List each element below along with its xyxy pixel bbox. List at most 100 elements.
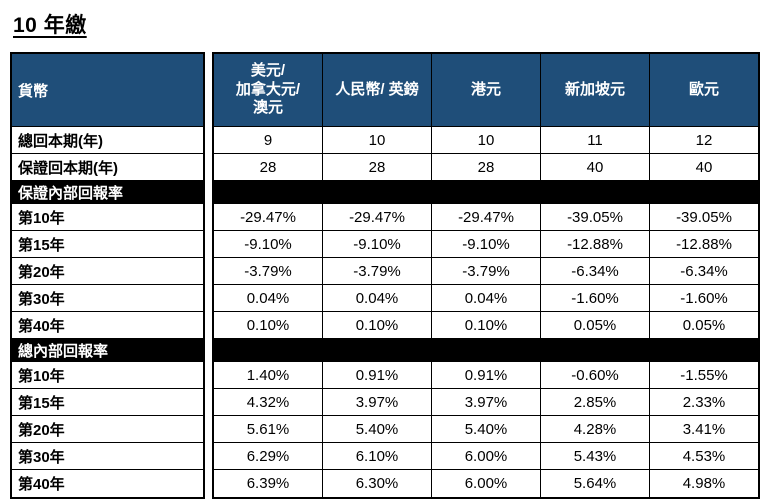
section-band-fill [214,339,758,361]
table-cell: -0.60% [541,362,650,388]
section-label-guaranteed-irr: 保證內部回報率 [12,181,203,204]
table-cell: 6.00% [432,443,541,469]
table-row: -3.79% -3.79% -3.79% -6.34% -6.34% [214,258,758,285]
table-cell: -12.88% [541,231,650,257]
row-label: 保證回本期(年) [12,154,203,181]
row-label: 第20年 [12,258,203,285]
table-cell: -39.05% [676,208,732,226]
row-label: 第20年 [12,416,203,443]
table-cell: -6.34% [541,258,650,284]
table-cell: -9.10% [214,231,323,257]
table-cell: -1.60% [680,289,728,307]
table-cell: 0.05% [541,312,650,338]
section-band-fill [214,181,758,203]
table-row: 0.04% 0.04% 0.04% -1.60% -1.60% [214,285,758,312]
table-row: 4.32% 3.97% 3.97% 2.85% 2.33% [214,389,758,416]
row-label: 第40年 [18,476,65,493]
table-cell: 40 [695,158,713,176]
table-row: 1.40% 0.91% 0.91% -0.60% -1.55% [214,362,758,389]
table-cell: 3.97% [432,389,541,415]
section-label-total-irr: 總內部回報率 [12,339,203,362]
table-cell: 40 [541,154,650,180]
row-label-column: 貨幣 總回本期(年) 保證回本期(年) 保證內部回報率 第10年 第15年 第2… [10,52,205,499]
table-cell: 5.40% [432,416,541,442]
table-cell: 4.32% [214,389,323,415]
table-row: 6.29% 6.10% 6.00% 5.43% 4.53% [214,443,758,470]
table-row: 0.10% 0.10% 0.10% 0.05% 0.05% [214,312,758,339]
table-cell: 28 [323,154,432,180]
table-cell: 11 [541,127,650,153]
column-header: 港元 [432,54,541,126]
currency-irr-table: 貨幣 總回本期(年) 保證回本期(年) 保證內部回報率 第10年 第15年 第2… [10,52,760,499]
table-cell: -1.60% [541,285,650,311]
table-cell: 28 [214,154,323,180]
table-cell: 4.28% [541,416,650,442]
column-header: 美元/ 加拿大元/ 澳元 [214,54,323,126]
table-cell: 0.10% [214,312,323,338]
table-cell: 5.64% [541,470,650,497]
table-cell: 0.04% [432,285,541,311]
table-cell: 0.91% [323,362,432,388]
table-cell: 9 [214,127,323,153]
table-cell: 2.33% [682,393,726,411]
table-cell: -9.10% [432,231,541,257]
column-gap-divider [205,52,212,499]
table-row: 28 28 28 40 40 [214,154,758,181]
table-cell: 0.04% [214,285,323,311]
table-cell: -12.88% [676,235,732,253]
table-cell: 3.97% [323,389,432,415]
table-cell: 0.10% [323,312,432,338]
table-cell: -6.34% [680,262,728,280]
table-row: 5.61% 5.40% 5.40% 4.28% 3.41% [214,416,758,443]
table-cell: 1.40% [214,362,323,388]
table-row: 6.39% 6.30% 6.00% 5.64% 4.98% [214,470,758,497]
table-cell: -39.05% [541,204,650,230]
table-cell: 0.91% [432,362,541,388]
table-cell: 5.43% [541,443,650,469]
table-cell: 0.05% [682,316,726,334]
table-row: -9.10% -9.10% -9.10% -12.88% -12.88% [214,231,758,258]
table-cell: 6.39% [214,470,323,497]
table-cell: -29.47% [214,204,323,230]
column-header: 人民幣/ 英鎊 [323,54,432,126]
table-cell: 5.61% [214,416,323,442]
row-label: 第10年 [12,362,203,389]
table-cell: 4.98% [682,475,726,492]
row-label: 第10年 [12,204,203,231]
section-band [214,339,758,362]
table-cell: 5.40% [323,416,432,442]
data-columns-block: 美元/ 加拿大元/ 澳元 人民幣/ 英鎊 港元 新加坡元 歐元 9 10 10 … [212,52,760,499]
row-label: 第30年 [12,443,203,470]
table-cell: -29.47% [432,204,541,230]
page-title: 10 年繳 [13,14,87,37]
row-label: 第15年 [12,231,203,258]
table-row: -29.47% -29.47% -29.47% -39.05% -39.05% [214,204,758,231]
column-header-row: 美元/ 加拿大元/ 澳元 人民幣/ 英鎊 港元 新加坡元 歐元 [214,54,758,127]
section-band [214,181,758,204]
table-cell: 6.00% [432,470,541,497]
table-cell: 10 [432,127,541,153]
row-label: 第30年 [12,285,203,312]
table-cell: 4.53% [682,447,726,465]
table-cell: 10 [323,127,432,153]
table-cell: -29.47% [323,204,432,230]
table-cell: -3.79% [323,258,432,284]
table-cell: 0.10% [432,312,541,338]
table-cell: 28 [432,154,541,180]
column-header: 新加坡元 [541,54,650,126]
table-cell: 12 [695,131,713,149]
row-label: 第40年 [12,312,203,339]
table-cell: 6.10% [323,443,432,469]
row-label: 第15年 [12,389,203,416]
table-cell: 2.85% [541,389,650,415]
table-cell: 6.29% [214,443,323,469]
table-cell: 6.30% [323,470,432,497]
table-cell: 3.41% [682,420,726,438]
table-row: 9 10 10 11 12 [214,127,758,154]
corner-header-cell: 貨幣 [12,54,203,127]
table-cell: -9.10% [323,231,432,257]
table-cell: -3.79% [214,258,323,284]
row-label: 總回本期(年) [12,127,203,154]
table-cell: 0.04% [323,285,432,311]
column-header: 歐元 [688,80,719,98]
